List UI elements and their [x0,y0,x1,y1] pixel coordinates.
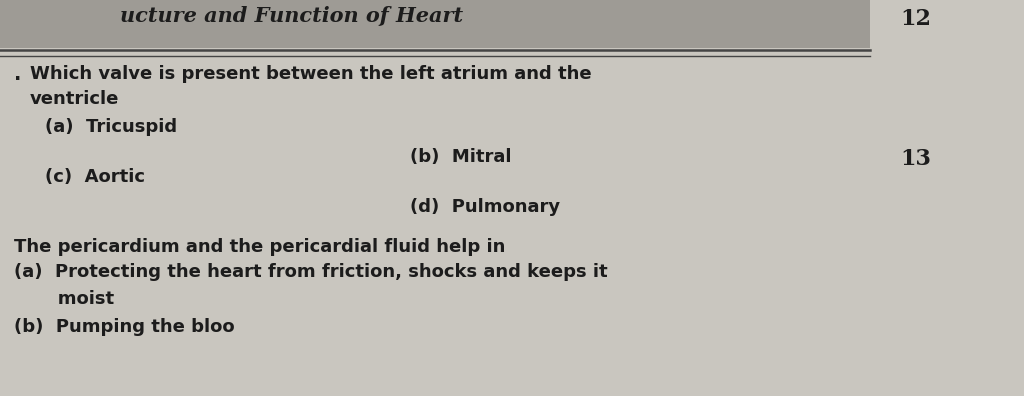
Polygon shape [0,0,870,48]
Text: (a)  Tricuspid: (a) Tricuspid [45,118,177,136]
Text: (d)  Pulmonary: (d) Pulmonary [410,198,560,216]
Text: ucture and Function of Heart: ucture and Function of Heart [120,6,463,26]
Text: (b)  Pumping the bloo: (b) Pumping the bloo [14,318,234,336]
Text: .: . [14,65,22,84]
Text: Which valve is present between the left atrium and the: Which valve is present between the left … [30,65,592,83]
Text: moist: moist [14,290,114,308]
Text: ventricle: ventricle [30,90,120,108]
Text: (b)  Mitral: (b) Mitral [410,148,512,166]
Text: The pericardium and the pericardial fluid help in: The pericardium and the pericardial flui… [14,238,506,256]
Text: (c)  Aortic: (c) Aortic [45,168,145,186]
Text: 13: 13 [900,148,931,170]
Text: (a)  Protecting the heart from friction, shocks and keeps it: (a) Protecting the heart from friction, … [14,263,607,281]
Text: 12: 12 [900,8,931,30]
